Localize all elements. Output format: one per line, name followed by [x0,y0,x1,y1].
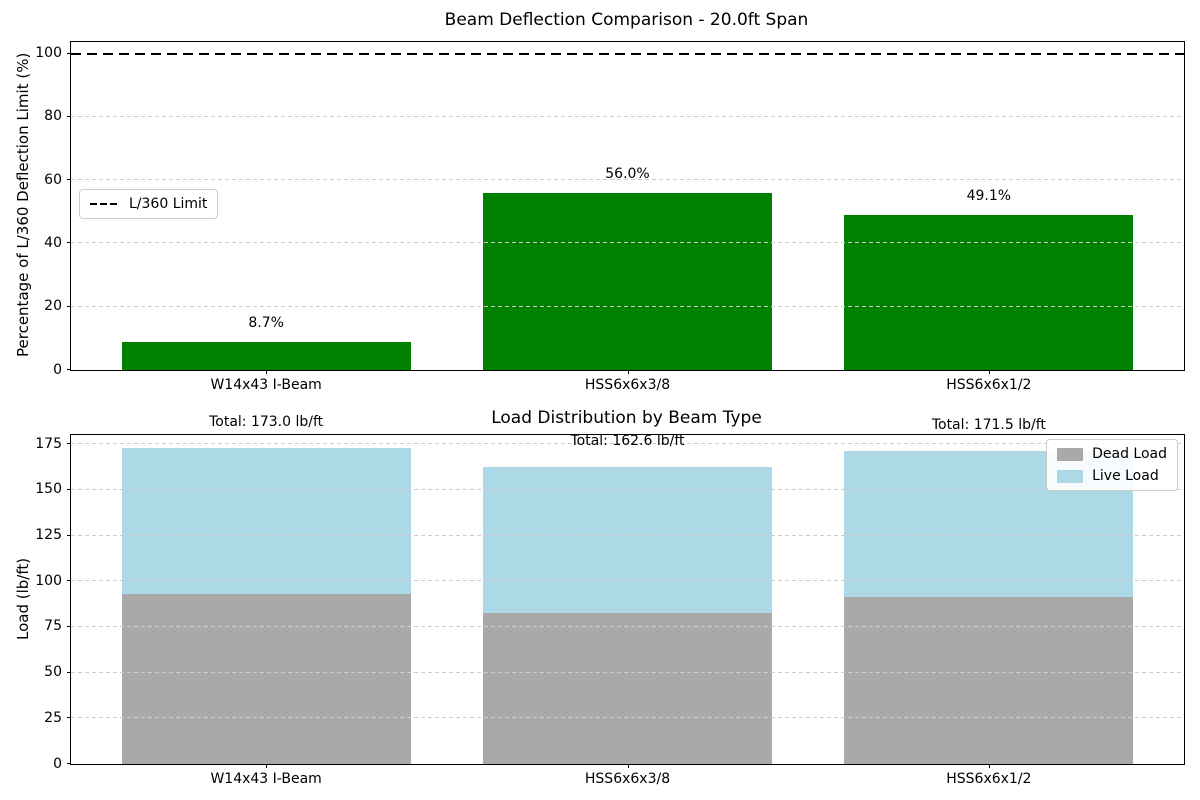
y-tick-mark [67,179,71,181]
legend-entry: Live Load [1057,468,1167,484]
deflection-chart-title: Beam Deflection Comparison - 20.0ft Span [444,10,809,30]
limit-line [71,52,1184,55]
y-tick-mark [67,717,71,719]
dead-load-bar [844,596,1134,764]
y-tick-label: 100 [35,572,62,589]
gridline-y-125 [71,534,1184,536]
y-tick-label: 175 [35,435,62,452]
load-plot-area: 0 25 50 75 100 125 150 175 W14x43 I-Beam HSS6x6x3… [35,414,1185,787]
live-load-bar [482,466,773,614]
y-tick-mark [67,488,71,490]
x-tick-label: W14x43 I-Beam [210,377,322,393]
gridline-y-75 [71,625,1184,627]
y-tick-mark [67,443,71,445]
y-tick-mark [67,625,71,627]
legend-label: Live Load [1092,468,1159,484]
y-tick-label: 80 [44,108,62,125]
live-load-bar [121,447,411,595]
y-tick-label: 25 [44,709,62,726]
y-tick-label: 150 [35,481,62,498]
gridline-y-100 [71,580,1184,582]
dead-load-bar [482,613,773,764]
gridline-y-175 [71,443,1184,445]
value-bar [844,214,1134,370]
legend-dashed-line-icon [90,203,120,205]
total-annotation: Total: 173.0 lb/ft [209,413,324,430]
y-tick-label: 60 [44,171,62,188]
x-tick-label: HSS6x6x3/8 [584,771,671,787]
y-tick-label: 75 [44,618,62,635]
y-tick-label: 40 [44,234,62,251]
gridline-y-50 [71,671,1184,673]
value-bar [482,192,773,370]
y-tick-mark [67,369,71,370]
load-chart-title: Load Distribution by Beam Type [491,408,762,428]
x-tick-label: HSS6x6x1/2 [946,377,1032,393]
value-annotation: 49.1% [966,187,1012,204]
y-tick-label: 100 [35,45,62,62]
x-tick-mark [627,764,629,768]
x-tick-mark [627,370,629,374]
y-tick-mark [67,534,71,536]
value-annotation: 56.0% [605,165,650,182]
y-tick-mark [67,115,71,117]
y-tick-mark [67,580,71,582]
y-tick-mark [67,305,71,307]
total-annotation: Total: 171.5 lb/ft [931,416,1046,433]
y-tick-mark [67,763,71,764]
x-tick-mark [266,370,268,374]
deflection-chart: Beam Deflection Comparison - 20.0ft Span… [14,10,1185,393]
y-tick-mark [67,671,71,673]
legend-label: Dead Load [1092,446,1167,462]
legend-patch-icon [1057,447,1084,461]
deflection-y-axis-label: Percentage of L/360 Deflection Limit (%) [14,52,32,358]
legend: L/360 Limit [79,189,219,219]
gridline-y-150 [71,488,1184,490]
gridline-y-40 [71,242,1184,244]
y-tick-mark [67,52,71,54]
gridline-y-20 [71,305,1184,307]
y-tick-label: 20 [44,298,62,315]
y-tick-label: 50 [44,664,62,681]
dead-load-bar [121,594,411,764]
x-tick-mark [266,764,268,768]
legend-label: L/360 Limit [129,196,208,212]
legend: Dead Load Live Load [1046,439,1178,491]
y-tick-mark [67,242,71,244]
value-bar [121,342,411,370]
y-tick-label: 125 [35,527,62,544]
x-tick-mark [988,764,990,768]
gridline-y-25 [71,717,1184,719]
gridline-y-60 [71,179,1184,181]
legend-patch-icon [1057,469,1084,483]
legend-entry: L/360 Limit [90,196,207,212]
x-tick-label: HSS6x6x3/8 [584,377,671,393]
load-distribution-chart: Load Distribution by Beam Type Load (lb/… [0,400,1200,800]
total-annotation: Total: 162.6 lb/ft [570,432,685,449]
legend-entry: Dead Load [1057,446,1167,462]
y-tick-label: 0 [53,361,62,378]
x-tick-mark [988,370,990,374]
x-tick-label: HSS6x6x1/2 [946,771,1032,787]
deflection-plot-area: 0 20 40 60 80 100 W14x43 I-Beam HSS6x6x3/8 HSS6x… [35,41,1185,393]
y-tick-label: 0 [53,755,62,772]
gridline-y-80 [71,115,1184,117]
value-annotation: 8.7% [248,315,284,332]
x-tick-label: W14x43 I-Beam [210,771,322,787]
